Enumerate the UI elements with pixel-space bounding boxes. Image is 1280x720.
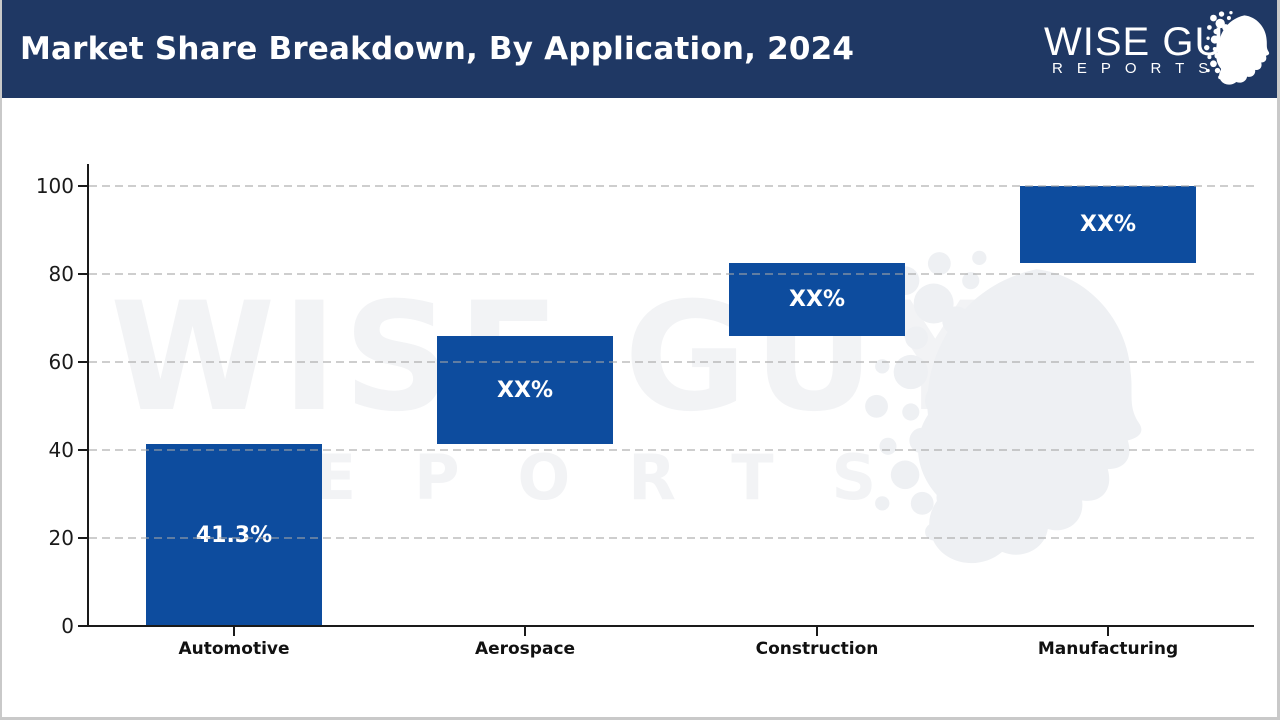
x-category-label-aerospace: Aerospace	[474, 639, 576, 659]
bar-automotive: 41.3%	[146, 444, 322, 626]
bar-value-label-automotive: 41.3%	[195, 522, 273, 548]
bar-value-label-construction: XX%	[789, 287, 845, 312]
y-tick-label-60: 60	[48, 350, 74, 374]
bar-value-label-manufacturing: XX%	[1080, 212, 1136, 237]
gridline-60	[89, 361, 1254, 363]
x-category-label-construction: Construction	[755, 639, 879, 659]
y-tick-80	[78, 273, 87, 275]
bar-construction: XX%	[729, 263, 905, 336]
wiseguy-face-icon	[1204, 10, 1270, 85]
y-tick-label-20: 20	[48, 526, 74, 550]
gridline-20	[89, 537, 1254, 539]
x-category-label-manufacturing: Manufacturing	[1037, 639, 1179, 659]
bar-aerospace: XX%	[437, 336, 613, 444]
x-category-label-automotive: Automotive	[178, 639, 290, 659]
y-tick-100	[78, 185, 87, 187]
gridline-100	[89, 185, 1254, 187]
x-tick-construction	[816, 627, 818, 636]
gridline-80	[89, 273, 1254, 275]
bar-manufacturing: XX%	[1020, 186, 1196, 263]
y-tick-label-80: 80	[48, 262, 74, 286]
y-tick-60	[78, 361, 87, 363]
page-border-left	[0, 0, 2, 720]
page-border-right	[1277, 0, 1280, 720]
header-bar: Market Share Breakdown, By Application, …	[0, 0, 1280, 98]
x-axis-line	[87, 625, 1254, 627]
x-tick-automotive	[233, 627, 235, 636]
chart-title: Market Share Breakdown, By Application, …	[20, 31, 855, 67]
x-tick-aerospace	[524, 627, 526, 636]
bar-value-label-aerospace: XX%	[497, 377, 553, 403]
x-tick-manufacturing	[1107, 627, 1109, 636]
y-tick-label-0: 0	[61, 614, 74, 638]
gridline-40	[89, 449, 1254, 451]
wiseguy-logo-subtext: REPORTS	[1052, 60, 1223, 77]
page-border-bottom	[0, 717, 1280, 720]
y-tick-label-100: 100	[35, 174, 74, 198]
y-axis-line	[87, 164, 89, 627]
y-tick-0	[78, 625, 87, 627]
y-tick-40	[78, 449, 87, 451]
watermark-face-icon	[865, 250, 1142, 564]
y-tick-20	[78, 537, 87, 539]
y-tick-label-40: 40	[48, 438, 74, 462]
